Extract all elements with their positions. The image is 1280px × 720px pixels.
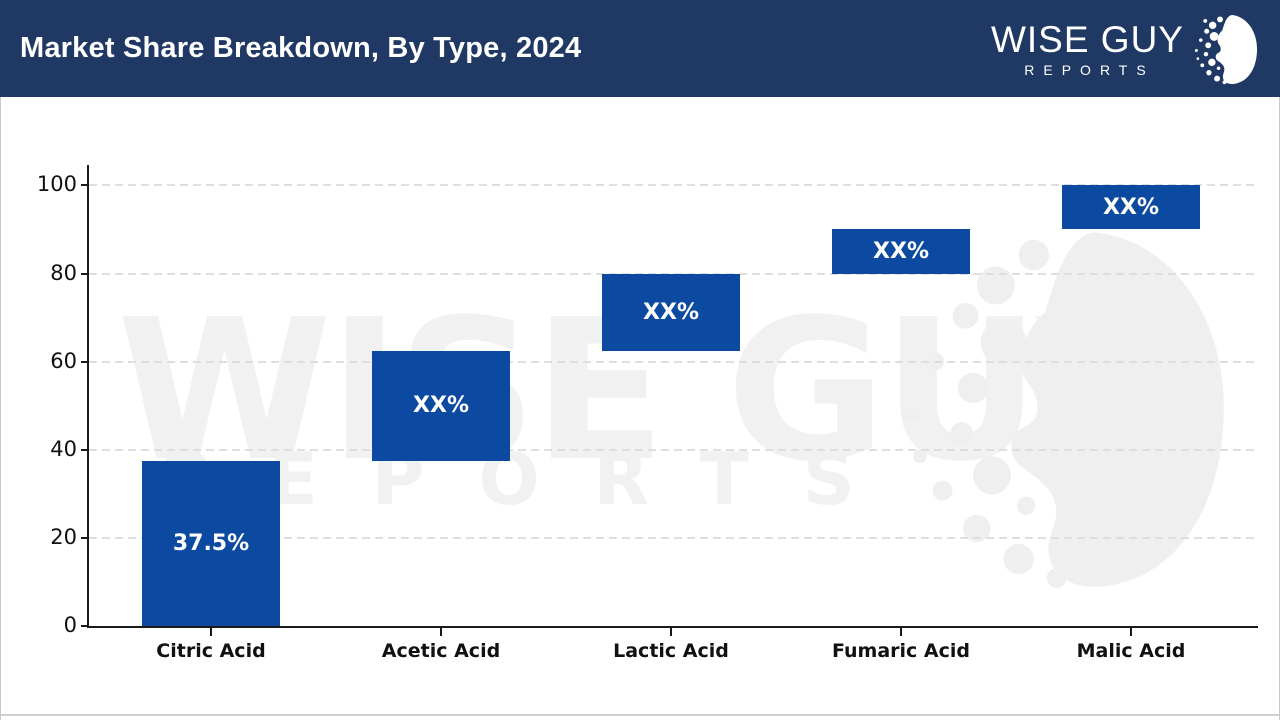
x-tick-label-0: Citric Acid bbox=[156, 640, 266, 662]
x-axis-spine bbox=[87, 626, 1258, 628]
x-tick-label-1: Acetic Acid bbox=[381, 640, 501, 662]
bar-value-label: XX% bbox=[413, 393, 469, 419]
page-bottom-rule bbox=[1, 714, 1279, 716]
x-tick-3 bbox=[900, 628, 902, 636]
y-tick-label-20: 20 bbox=[50, 524, 77, 549]
y-tick-60 bbox=[81, 360, 89, 363]
x-tick-0 bbox=[210, 628, 212, 636]
x-tick-label-2: Lactic Acid bbox=[613, 640, 729, 662]
y-tick-40 bbox=[81, 448, 89, 451]
logo-subtext: REPORTS bbox=[1024, 61, 1155, 78]
bar-value-label: 37.5% bbox=[172, 530, 250, 556]
bar-value-label: XX% bbox=[643, 299, 699, 325]
gridline-60 bbox=[89, 360, 1256, 363]
gridline-20 bbox=[89, 536, 1256, 539]
y-tick-label-40: 40 bbox=[50, 436, 77, 461]
y-tick-0 bbox=[81, 625, 89, 627]
logo-wordmark: WISE GUY bbox=[990, 18, 1184, 60]
wise-guy-logo: WISE GUY REPORTS bbox=[991, 11, 1260, 87]
bar-lactic-acid: XX% bbox=[602, 273, 740, 351]
x-tick-4 bbox=[1130, 628, 1132, 636]
gridline-100 bbox=[89, 184, 1256, 187]
x-tick-2 bbox=[670, 628, 672, 636]
bar-citric-acid: 37.5% bbox=[142, 460, 280, 626]
bar-fumaric-acid: XX% bbox=[832, 229, 970, 274]
y-tick-label-100: 100 bbox=[36, 172, 77, 197]
bar-value-label: XX% bbox=[1103, 194, 1159, 220]
y-tick-100 bbox=[81, 184, 89, 187]
y-tick-label-80: 80 bbox=[50, 260, 77, 285]
y-tick-label-0: 0 bbox=[63, 613, 77, 637]
bar-value-label: XX% bbox=[873, 238, 929, 264]
y-axis-spine bbox=[87, 165, 89, 628]
x-tick-label-3: Fumaric Acid bbox=[831, 640, 971, 662]
bar-acetic-acid: XX% bbox=[372, 350, 510, 461]
y-tick-label-60: 60 bbox=[50, 348, 77, 373]
y-tick-80 bbox=[81, 272, 89, 275]
y-tick-20 bbox=[81, 536, 89, 539]
dotted-face-icon bbox=[1194, 14, 1258, 84]
chart-area: WISE GUY REPORTS 0 20 40 60 80 100 37.5% Citric… bbox=[0, 97, 1280, 720]
logo-text: WISE GUY REPORTS bbox=[991, 21, 1184, 77]
header-bar: Market Share Breakdown, By Type, 2024 WI… bbox=[0, 0, 1280, 97]
bar-malic-acid: XX% bbox=[1062, 185, 1200, 230]
x-tick-label-4: Malic Acid bbox=[1076, 640, 1186, 662]
chart-title: Market Share Breakdown, By Type, 2024 bbox=[20, 32, 582, 64]
gridline-40 bbox=[89, 448, 1256, 451]
x-tick-1 bbox=[440, 628, 442, 636]
